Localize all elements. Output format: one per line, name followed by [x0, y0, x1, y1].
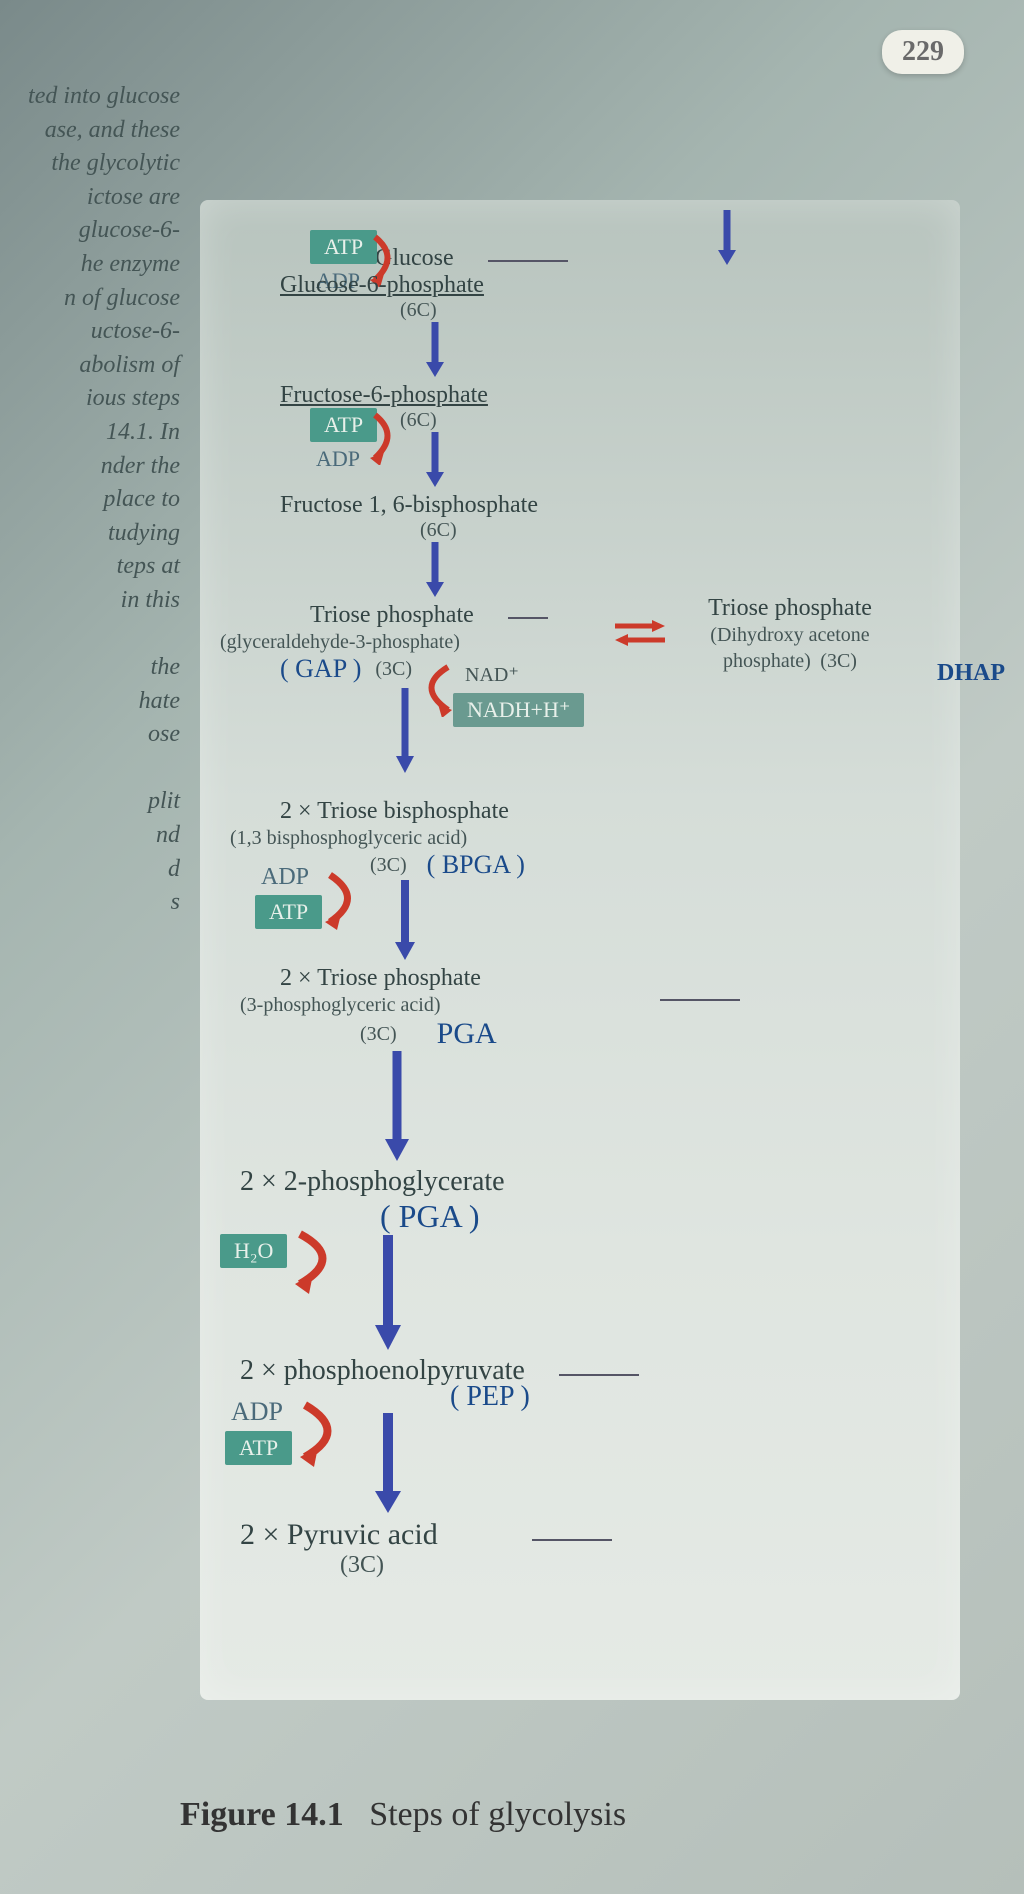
- handnote-gap: ( GAP ): [280, 654, 361, 684]
- carbon-count: (6C): [420, 519, 940, 542]
- arrow-down-icon: [370, 1235, 406, 1350]
- arrow-down-icon: [420, 322, 450, 377]
- nadh-pill: NADH+H⁺: [453, 693, 584, 727]
- mol-bpga: 2 × Triose bisphosphate: [280, 798, 509, 824]
- atp-pill: ATP: [310, 408, 377, 442]
- mol-f16bp: Fructose 1, 6-bisphosphate: [280, 492, 538, 518]
- handnote-pga: PGA: [437, 1017, 497, 1051]
- mol-dhap-sub2: phosphate): [723, 650, 811, 672]
- carbon-count: (3C): [340, 1552, 940, 1579]
- carbon-count: (6C): [400, 299, 940, 322]
- arrow-down-icon: [420, 542, 450, 597]
- figure-number: Figure 14.1: [180, 1796, 344, 1833]
- page-number: 229: [882, 30, 964, 74]
- blank-line: [508, 617, 548, 619]
- carbon-count: (6C): [400, 409, 940, 432]
- handnote-dhap: DHAP: [937, 660, 1005, 687]
- mol-dhap: Triose phosphate: [708, 595, 872, 621]
- handnote-2pg: ( PGA ): [380, 1198, 940, 1235]
- adp-label: ADP: [316, 446, 360, 472]
- mol-gap: Triose phosphate: [310, 602, 474, 628]
- mol-pyruvate: 2 × Pyruvic acid: [240, 1518, 438, 1551]
- curve-arrow-icon: [400, 662, 460, 717]
- nad-label: NAD⁺: [465, 664, 519, 686]
- curve-arrow-icon: [370, 410, 430, 465]
- blank-line: [559, 1374, 639, 1376]
- mol-bpga-sub: (1,3 bisphosphoglyceric acid): [230, 827, 940, 850]
- carbon-count: (3C): [820, 650, 857, 672]
- blank-line: [488, 260, 568, 262]
- curve-arrow-icon: [300, 1397, 380, 1469]
- handnote-bpga: ( BPGA ): [427, 850, 525, 880]
- glycolysis-diagram: Glucose ATP ADP Glucose-6-phosphate (6C)…: [200, 200, 960, 1700]
- arrow-down-icon: [380, 1051, 414, 1161]
- blank-line: [532, 1539, 612, 1541]
- adp-label: ADP: [231, 1397, 283, 1427]
- atp-pill: ATP: [310, 230, 377, 264]
- mol-g6p: Glucose-6-phosphate: [280, 272, 484, 298]
- curve-arrow-icon: [295, 1226, 375, 1296]
- margin-cut-text: ted into glucosease, and thesethe glycol…: [0, 80, 180, 920]
- atp-pill: ATP: [255, 895, 322, 929]
- arrow-down-icon: [712, 210, 742, 265]
- figure-title: Steps of glycolysis: [369, 1796, 626, 1833]
- figure-caption: Figure 14.1 Steps of glycolysis: [180, 1796, 626, 1834]
- blank-line: [660, 999, 740, 1001]
- adp-label: ADP: [261, 864, 309, 891]
- mol-dhap-sub: (Dihydroxy acetone: [630, 624, 950, 647]
- carbon-count: (3C): [360, 1023, 397, 1046]
- atp-pill: ATP: [225, 1431, 292, 1465]
- mol-f6p: Fructose-6-phosphate: [280, 382, 488, 408]
- mol-3pg-sub: (3-phosphoglyceric acid): [240, 994, 940, 1017]
- curve-arrow-icon: [325, 870, 395, 930]
- dhap-branch: Triose phosphate (Dihydroxy acetone phos…: [630, 595, 950, 673]
- mol-3pg: 2 × Triose phosphate: [280, 965, 481, 991]
- mol-2pg: 2 × 2-phosphoglycerate: [240, 1166, 505, 1197]
- h2o-pill: H₂O: [220, 1234, 287, 1268]
- handnote-pep: ( PEP ): [450, 1381, 940, 1413]
